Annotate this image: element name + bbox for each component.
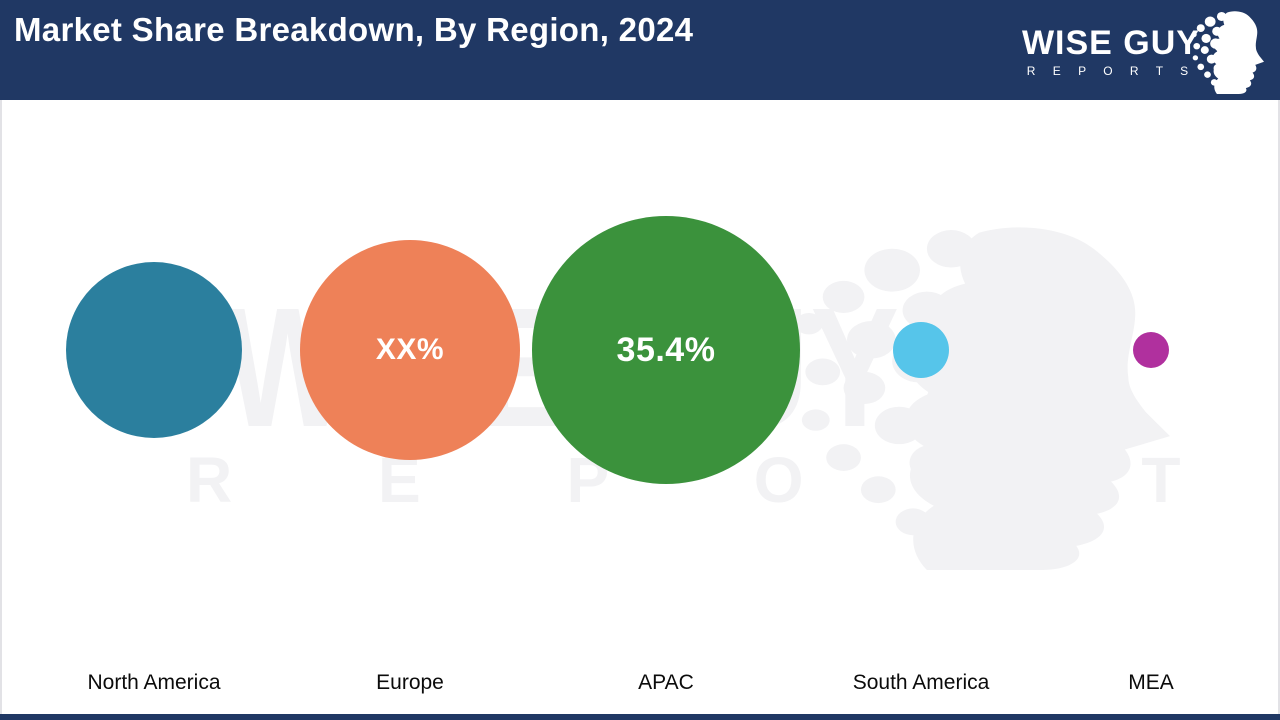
logo-wiseguy-text: WISE GUY [1021, 24, 1200, 62]
bubble-apac[interactable]: 35.4% [532, 216, 800, 484]
bubble-value-label-apac: 35.4% [616, 330, 716, 369]
header-bar: Market Share Breakdown, By Region, 2024 … [0, 0, 1280, 100]
category-label-north-america: North America [87, 671, 221, 694]
bubble-europe[interactable]: XX% [300, 240, 520, 460]
left-border [0, 100, 2, 714]
category-label-mea: MEA [1128, 671, 1174, 694]
logo-reports-text: R E P O R T S [1026, 64, 1196, 78]
bubble-north-america[interactable] [66, 262, 242, 438]
footer-bar [0, 714, 1280, 720]
right-border [1278, 100, 1280, 714]
category-label-apac: APAC [638, 671, 694, 694]
page-title: Market Share Breakdown, By Region, 2024 [14, 11, 694, 48]
bubble-value-label-europe: XX% [375, 333, 445, 366]
wise-guy-head-icon [1190, 10, 1264, 94]
logo-text: WISE GUY R E P O R T S [1022, 26, 1200, 78]
category-label-south-america: South America [852, 671, 990, 694]
wise-guy-logo: WISE GUY R E P O R T S [1022, 10, 1264, 94]
category-label-europe: Europe [376, 671, 444, 694]
